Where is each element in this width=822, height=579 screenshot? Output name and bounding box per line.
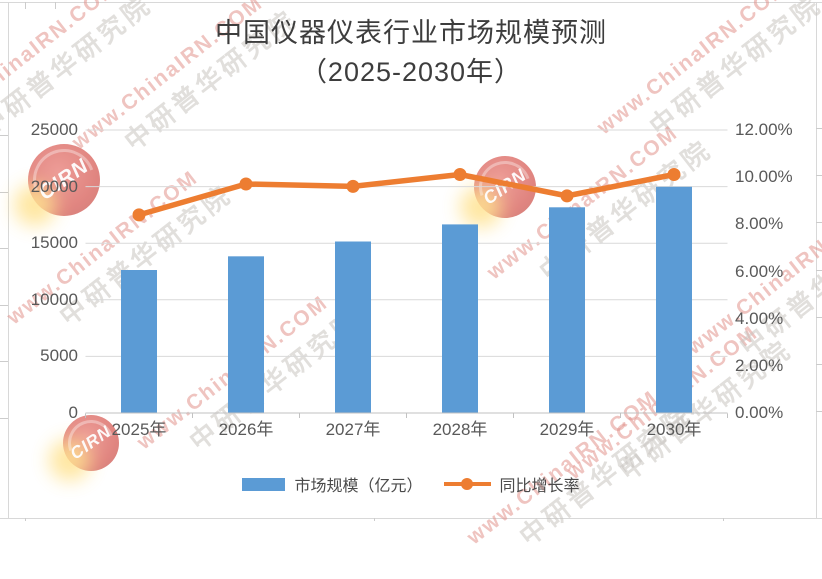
x-axis-label: 2025年	[111, 420, 167, 439]
frame-tick	[816, 175, 822, 177]
frame-tick	[0, 135, 8, 136]
y-axis-label: 5000	[40, 346, 78, 366]
x-axis-label: 2027年	[325, 420, 381, 439]
bar-2030年	[656, 186, 692, 413]
frame-tick	[816, 269, 822, 271]
y-axis-label: 0	[68, 403, 78, 422]
secondary-axis-label: 12.00%	[735, 120, 793, 139]
frame-tick	[816, 222, 822, 224]
chart-title: 中国仪器仪表行业市场规模预测 （2025-2030年）	[0, 14, 822, 92]
frame-tick	[25, 2, 26, 9]
bar-2029年	[549, 207, 585, 413]
x-axis-label: 2026年	[218, 420, 274, 439]
legend-line-label: 同比增长率	[499, 478, 580, 495]
frame-tick	[816, 316, 822, 318]
secondary-axis-label: 4.00%	[735, 308, 784, 328]
frame-tick	[25, 518, 26, 521]
legend-bar-label: 市场规模（亿元）	[294, 478, 423, 495]
chart-canvas: www.ChinaIRN.COM 中研普华研究院 www.ChinaIRN.CO…	[0, 0, 822, 521]
x-axis-label: 2029年	[539, 420, 595, 439]
frame-edge-right	[816, 2, 817, 519]
y-axis-label: 15000	[30, 233, 78, 253]
y-axis-label: 10000	[30, 289, 78, 309]
secondary-axis-label: 0.00%	[735, 403, 784, 422]
frame-tick	[816, 411, 822, 412]
secondary-axis-label: 8.00%	[735, 214, 784, 234]
growth-line	[136, 171, 677, 218]
bar-2027年	[335, 241, 371, 413]
frame-edge-bottom	[0, 518, 822, 519]
frame-tick	[816, 363, 822, 365]
frame-tick	[0, 304, 8, 306]
secondary-axis-label: 6.00%	[735, 261, 784, 281]
plot-area	[85, 129, 728, 418]
legend-line-swatch	[443, 478, 491, 490]
line-point-2027年	[346, 179, 360, 193]
bar-2026年	[228, 256, 264, 413]
y-axis-label: 25000	[30, 120, 78, 139]
secondary-axis-label: 2.00%	[735, 355, 784, 375]
frame-edge-left	[8, 2, 9, 519]
chart-title-line2: （2025-2030年）	[299, 57, 523, 87]
frame-tick	[0, 418, 8, 419]
legend-bar-swatch	[242, 477, 286, 491]
frame-edge-top	[0, 2, 822, 3]
line-point-2026年	[239, 177, 253, 191]
frame-tick	[723, 518, 724, 521]
frame-tick	[0, 248, 8, 250]
chart-title-line1: 中国仪器仪表行业市场规模预测	[215, 18, 607, 48]
legend: 市场规模（亿元） 同比增长率	[0, 472, 822, 496]
frame-tick	[0, 191, 8, 193]
frame-tick	[374, 518, 375, 521]
secondary-axis-label: 10.00%	[735, 167, 793, 187]
legend-line-dot	[460, 478, 473, 490]
frame-tick	[55, 2, 56, 9]
x-axis-label: 2030年	[646, 420, 702, 439]
x-axis-label: 2028年	[432, 420, 488, 439]
y-axis-label: 20000	[30, 176, 78, 196]
frame-tick	[0, 361, 8, 363]
line-point-2029年	[560, 189, 574, 203]
bar-2025年	[121, 270, 157, 413]
frame-tick	[816, 128, 822, 129]
line-point-2028年	[453, 168, 467, 181]
line-point-2030年	[667, 168, 681, 181]
bar-2028年	[442, 224, 478, 413]
line-point-2025年	[132, 208, 146, 222]
